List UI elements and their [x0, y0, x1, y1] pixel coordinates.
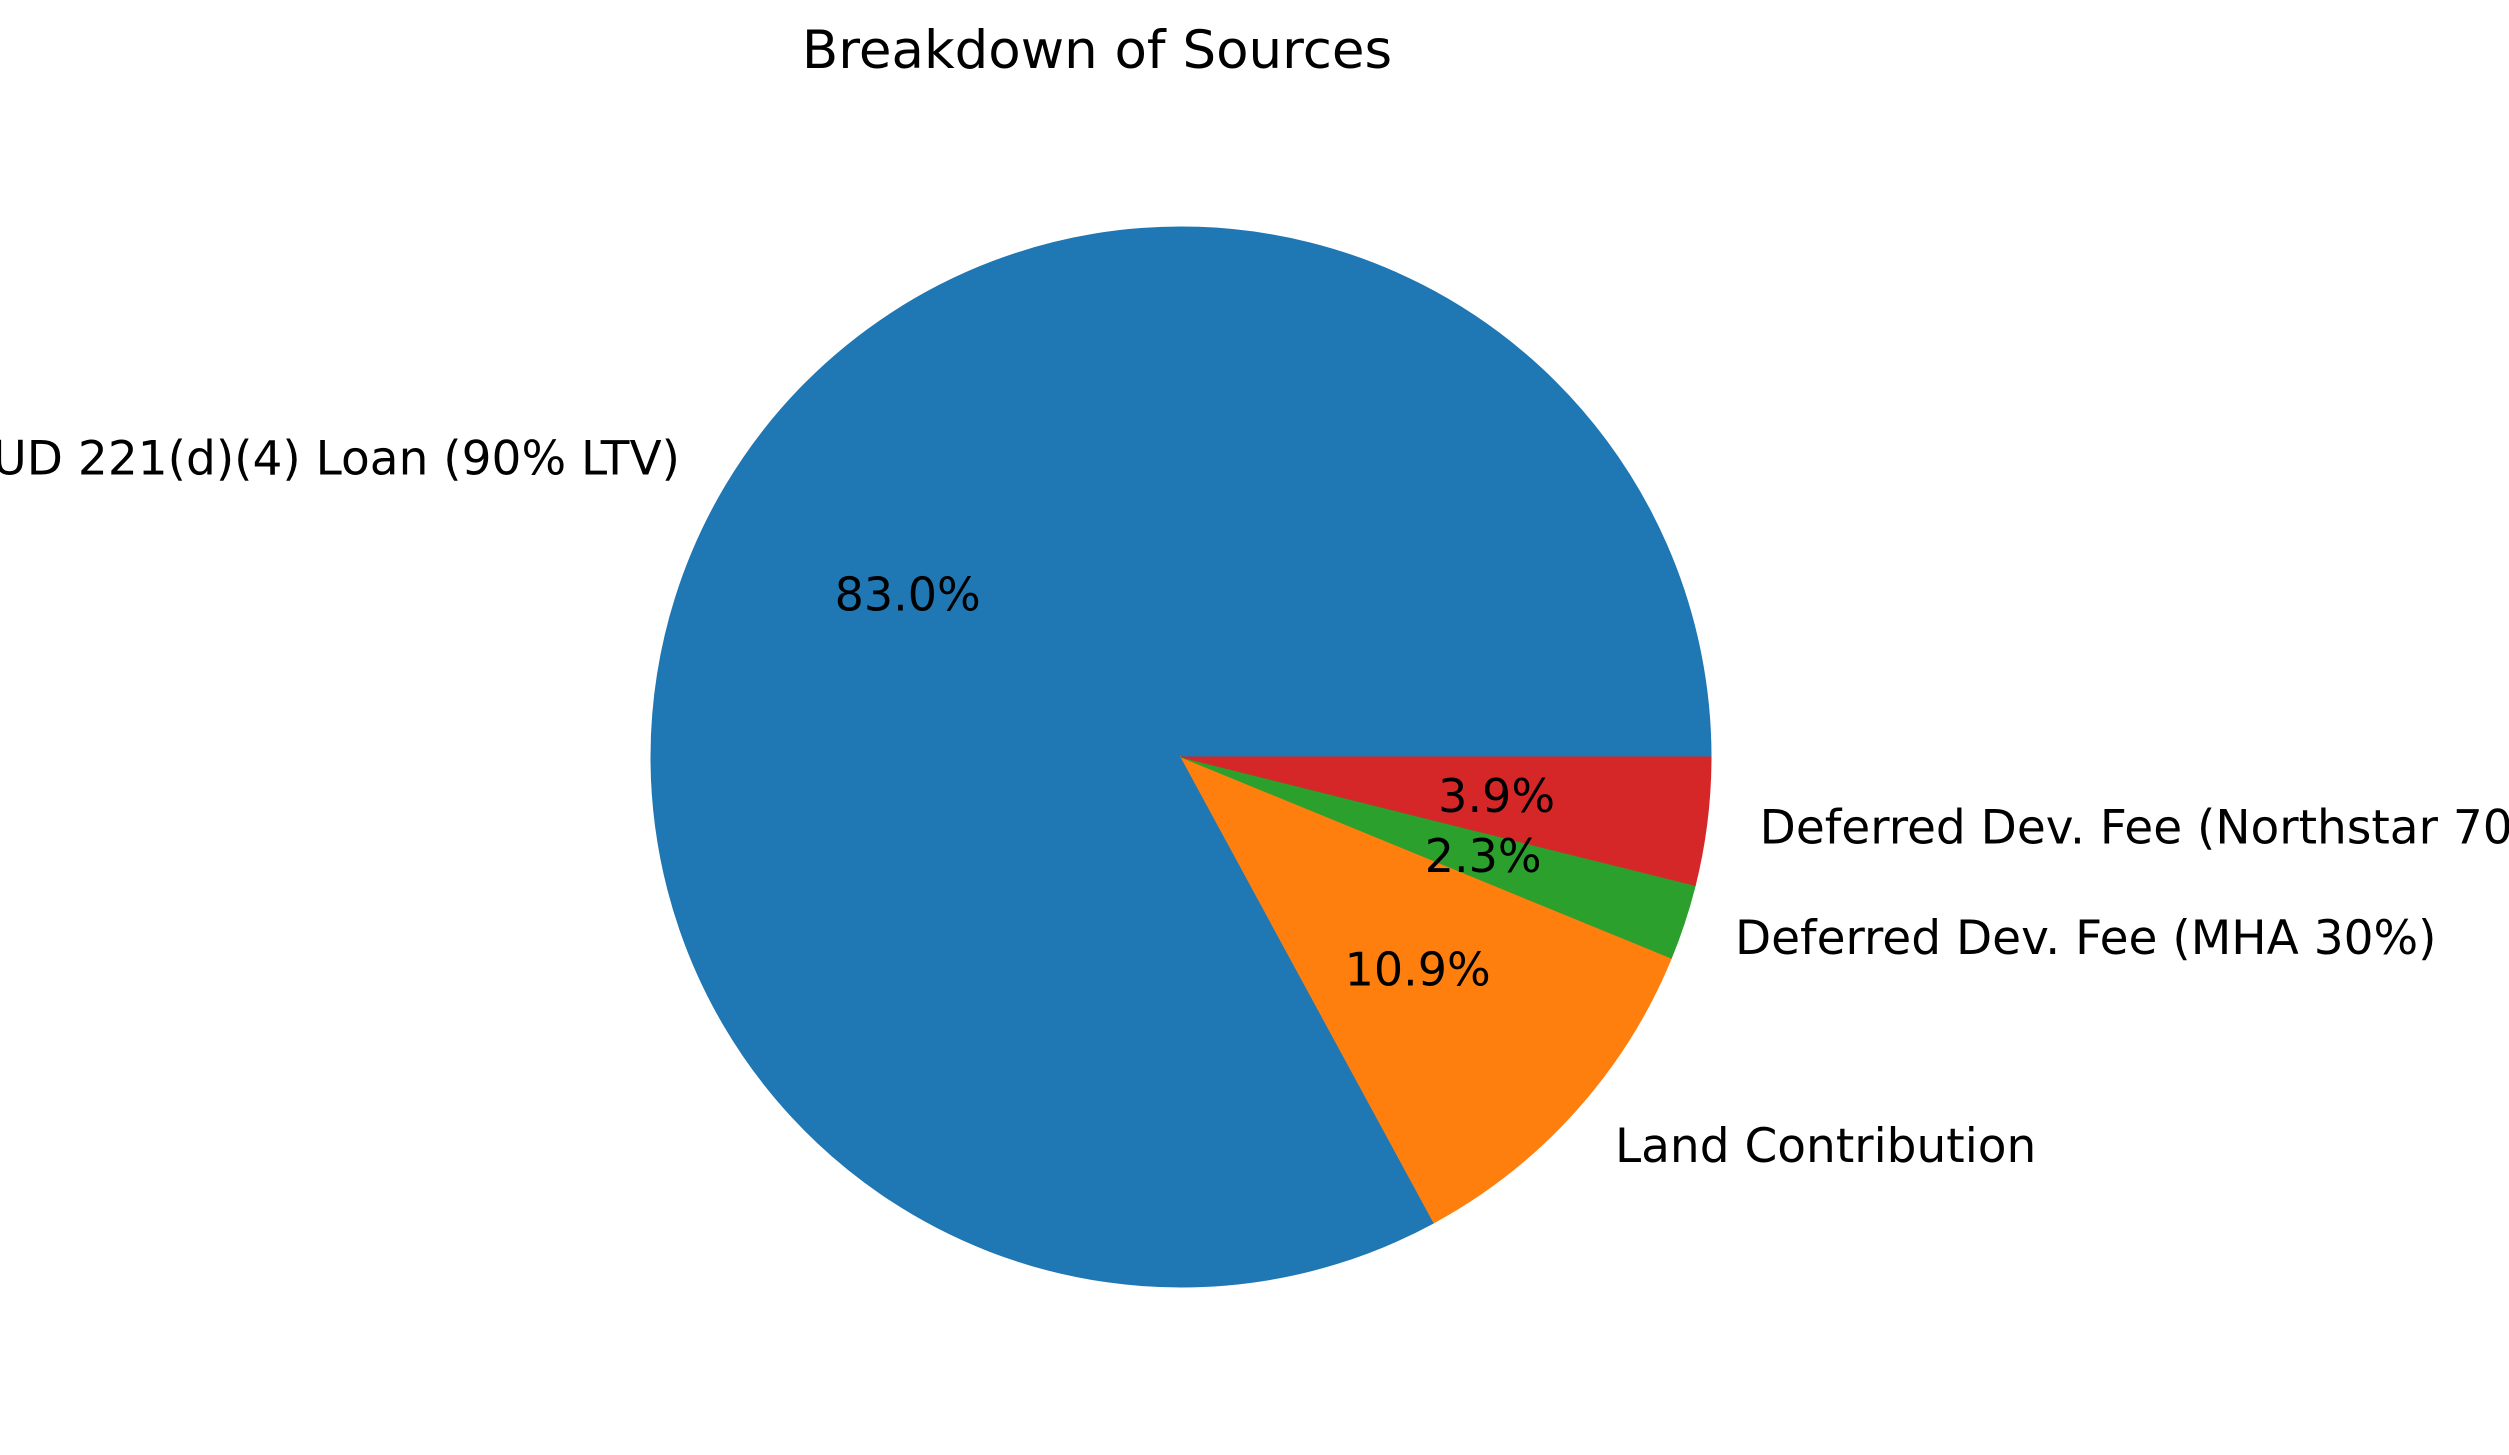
pie-slice-3 — [1180, 756, 1712, 887]
slice-label-2: Deferred Dev. Fee (MHA 30%) — [1735, 911, 2437, 966]
pie-slice-1 — [1179, 756, 1673, 1224]
slice-label-0: HUD 221(d)(4) Loan (90% LTV) — [0, 431, 680, 486]
slice-label-1: Land Contribution — [1615, 1119, 2036, 1174]
pie-labels: 83.0% HUD 221(d)(4) Loan (90% LTV) 10.9% La… — [0, 431, 2509, 1173]
pie-slices — [650, 226, 1712, 1288]
slice-label-3: Deferred Dev. Fee (Northstar 70%) — [1760, 801, 2509, 856]
pct-label-2: 2.3% — [1425, 829, 1542, 883]
pct-label-3: 3.9% — [1438, 769, 1555, 823]
pct-label-1: 10.9% — [1345, 942, 1491, 996]
pct-label-0: 83.0% — [835, 567, 981, 621]
chart-title: Breakdown of Sources — [802, 20, 1392, 81]
